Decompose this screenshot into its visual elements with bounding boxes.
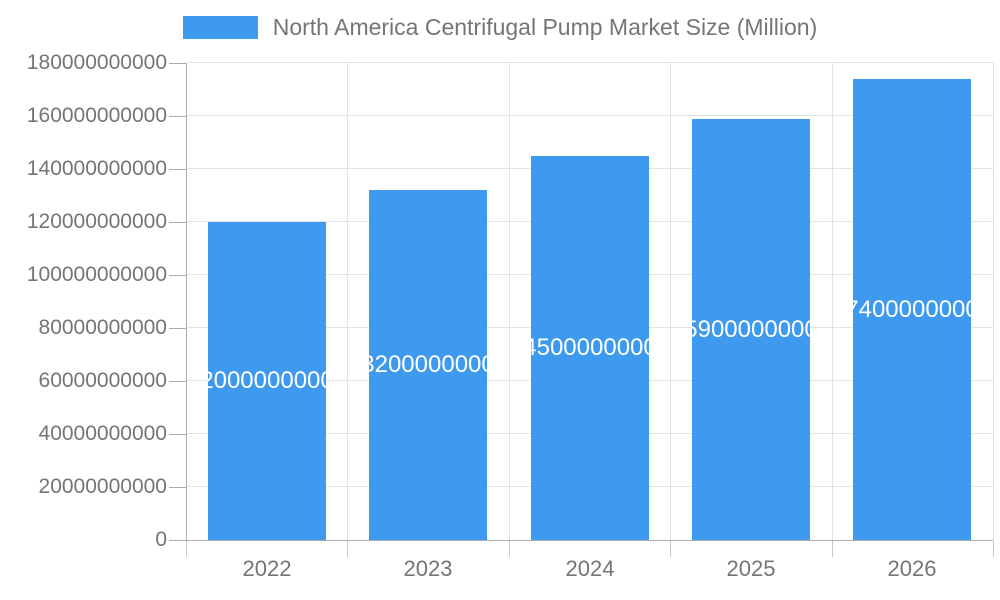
x-axis-tick <box>186 541 187 557</box>
gridline-vertical <box>347 63 348 540</box>
y-axis-tick-label: 0 <box>155 528 167 551</box>
y-axis-tick <box>169 540 186 541</box>
y-axis-tick-label: 40000000000 <box>38 422 167 445</box>
y-axis-tick-label: 120000000000 <box>26 210 167 233</box>
y-axis-tick-label: 100000000000 <box>26 263 167 286</box>
y-axis-tick <box>169 169 186 170</box>
y-axis-tick-label: 140000000000 <box>26 157 167 180</box>
x-axis-category-label: 2026 <box>887 556 937 581</box>
x-axis-tick <box>670 541 671 557</box>
y-axis-tick-label: 60000000000 <box>38 369 167 392</box>
y-axis-tick <box>169 328 186 329</box>
y-axis-tick <box>169 487 186 488</box>
x-axis-tick <box>993 541 994 557</box>
bar-2022[interactable]: 120000000000 <box>208 222 326 540</box>
x-axis-tick <box>832 541 833 557</box>
y-axis-tick <box>169 434 186 435</box>
x-axis-category-label: 2023 <box>403 556 453 581</box>
gridline-vertical <box>509 63 510 540</box>
y-axis-tick-label: 80000000000 <box>38 316 167 339</box>
x-axis-category-label: 2022 <box>242 556 292 581</box>
bar-2024[interactable]: 145000000000 <box>531 156 649 540</box>
y-axis-line <box>186 63 187 557</box>
legend-swatch[interactable] <box>182 16 258 39</box>
chart-legend: North America Centrifugal Pump Market Si… <box>0 14 1000 41</box>
gridline-horizontal <box>186 62 993 63</box>
y-axis-tick <box>169 381 186 382</box>
y-axis-tick-label: 20000000000 <box>38 475 167 498</box>
bar-2026[interactable]: 174000000000 <box>853 79 971 540</box>
plot-area: 120000000000 132000000000 145000000000 1590… <box>186 62 994 540</box>
y-axis-tick-label: 180000000000 <box>26 51 167 74</box>
y-axis-tick <box>169 222 186 223</box>
x-axis-tick <box>509 541 510 557</box>
bar-value-label: 132000000000 <box>369 351 487 378</box>
x-axis-line <box>186 540 993 541</box>
bar-value-label: 145000000000 <box>531 334 649 361</box>
gridline-horizontal <box>186 115 993 116</box>
y-axis-tick <box>169 63 186 64</box>
bar-2023[interactable]: 132000000000 <box>369 190 487 540</box>
gridline-vertical <box>993 63 994 540</box>
y-axis-tick-label: 160000000000 <box>26 104 167 127</box>
bar-value-label: 174000000000 <box>853 295 971 323</box>
bar-value-label: 120000000000 <box>208 367 326 394</box>
x-axis-tick <box>347 541 348 557</box>
legend-label[interactable]: North America Centrifugal Pump Market Si… <box>272 14 818 40</box>
bar-value-label: 159000000000 <box>692 315 810 343</box>
gridline-vertical <box>832 63 833 540</box>
y-axis-tick <box>169 116 186 117</box>
x-axis-category-label: 2024 <box>565 556 615 581</box>
gridline-vertical <box>670 63 671 540</box>
y-axis-tick <box>169 275 186 276</box>
x-axis-category-label: 2025 <box>726 556 776 581</box>
bar-2025[interactable]: 159000000000 <box>692 119 810 540</box>
